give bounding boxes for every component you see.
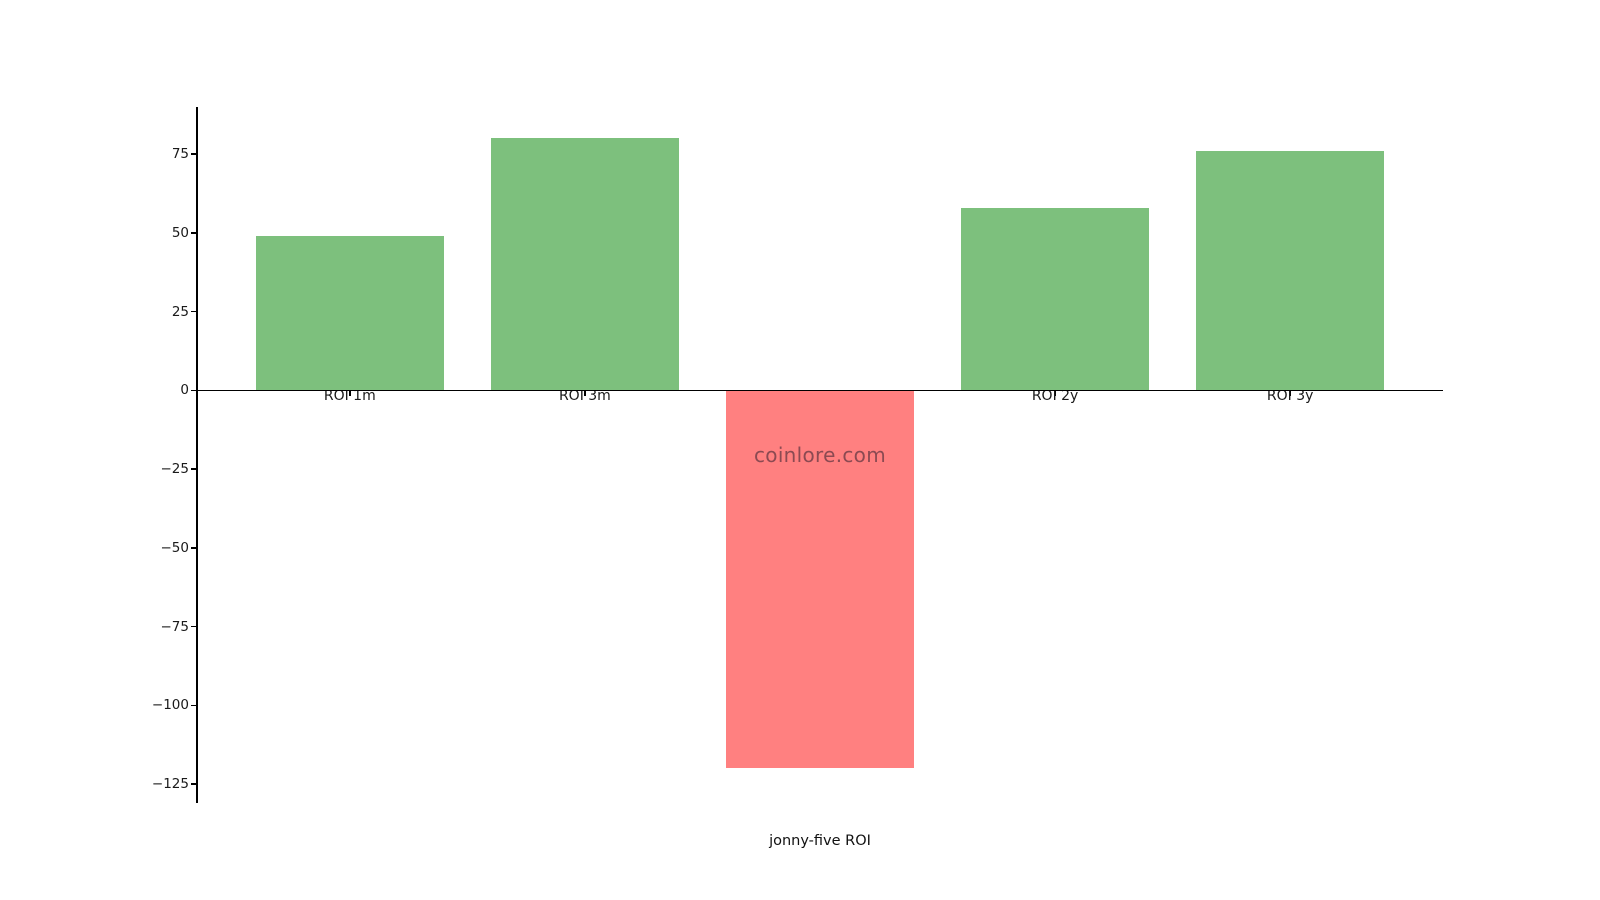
- bar: [961, 207, 1150, 391]
- bar: [255, 236, 444, 391]
- y-tick-label: 25: [171, 303, 189, 320]
- chart-xlabel: jonny-five ROI: [769, 833, 871, 849]
- y-tick-mark: [191, 704, 197, 707]
- bar: [490, 138, 679, 391]
- watermark-text: coinlore.com: [753, 443, 887, 467]
- y-axis-line: [196, 107, 198, 803]
- y-tick-mark: [191, 547, 197, 549]
- y-tick-label: −75: [160, 618, 190, 635]
- x-axis-line: [197, 389, 1443, 392]
- y-tick-mark: [191, 310, 197, 313]
- x-tick-label: ROI 3y: [1266, 388, 1314, 405]
- y-tick-label: −50: [160, 539, 190, 556]
- y-tick-label: 75: [171, 146, 189, 163]
- bar: [725, 390, 915, 769]
- x-tick-mark: [349, 390, 351, 397]
- y-tick-label: −100: [151, 697, 189, 714]
- y-tick-mark: [191, 232, 197, 234]
- y-tick-mark: [191, 153, 197, 155]
- y-tick-mark: [191, 783, 197, 785]
- x-tick-mark: [1054, 390, 1056, 397]
- bar: [1196, 151, 1385, 391]
- x-tick-label: ROI 3m: [558, 388, 611, 405]
- x-tick-mark: [1289, 390, 1291, 397]
- x-tick-label: ROI 1m: [323, 388, 376, 405]
- y-tick-label: −125: [151, 776, 189, 793]
- y-tick-label: −25: [160, 461, 190, 478]
- y-tick-label: 50: [171, 224, 189, 241]
- y-tick-mark: [191, 625, 197, 628]
- x-tick-label: ROI 2y: [1031, 388, 1079, 405]
- y-tick-mark: [191, 389, 197, 392]
- x-tick-mark: [584, 390, 586, 397]
- y-tick-mark: [191, 468, 197, 470]
- y-tick-label: 0: [180, 382, 189, 399]
